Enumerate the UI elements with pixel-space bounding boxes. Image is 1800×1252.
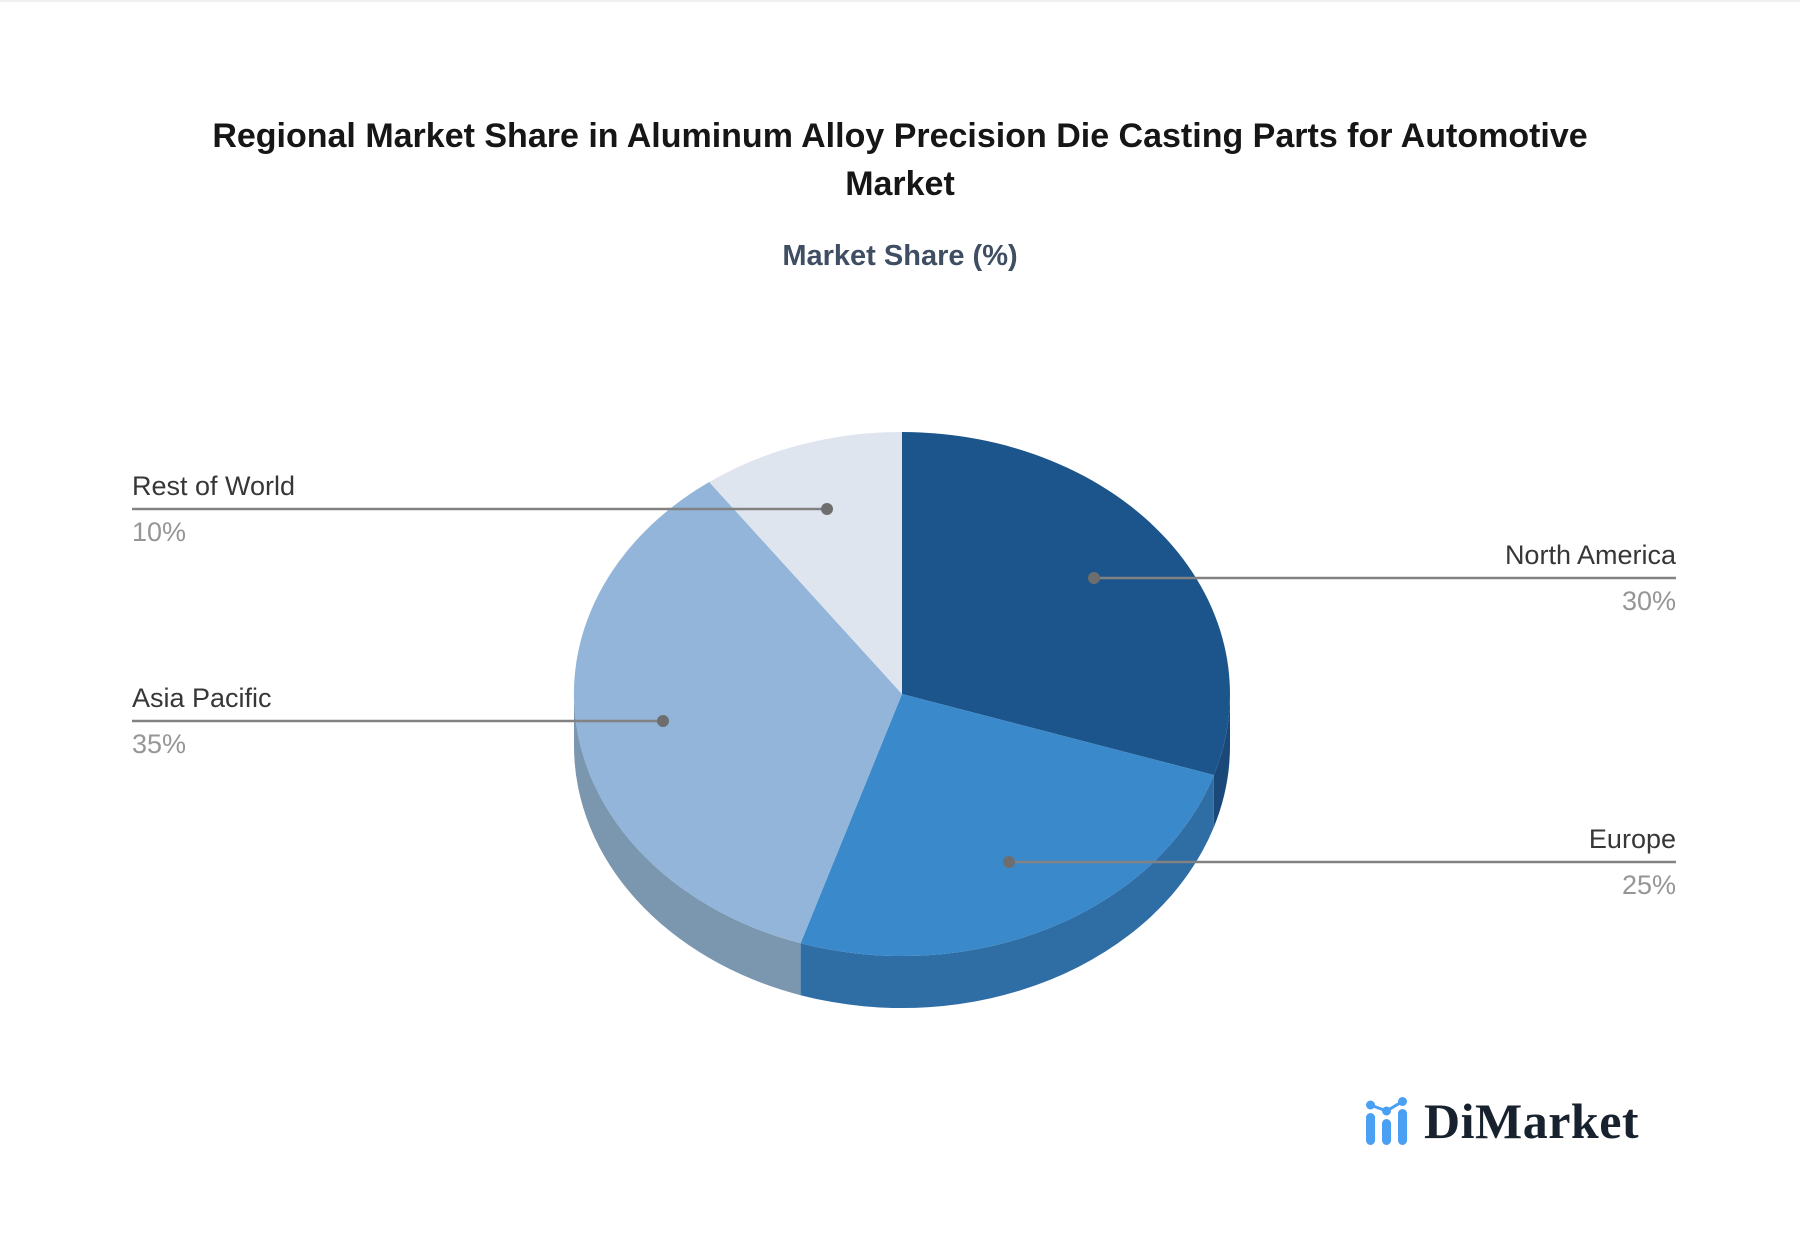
bar-chart-logo-icon xyxy=(1366,1097,1407,1145)
percent-europe: 25% xyxy=(1621,870,1676,900)
label-asia-pacific: Asia Pacific xyxy=(132,683,272,713)
chart-title-line-2: Market xyxy=(845,165,955,203)
label-europe: Europe xyxy=(1588,824,1676,854)
leader-dot-europe xyxy=(1003,856,1015,868)
label-rest-of-world: Rest of World xyxy=(132,471,296,501)
brand-logo: DiMarket xyxy=(1366,1096,1639,1146)
label-north-america: North America xyxy=(1504,540,1676,570)
percent-rest-of-world: 10% xyxy=(132,517,187,547)
chart-subtitle: Market Share (%) xyxy=(782,240,1018,272)
pie-slice-side xyxy=(800,775,1214,1009)
chart-title-line-1: Regional Market Share in Aluminum Alloy … xyxy=(212,117,1588,155)
pie-slice-top xyxy=(573,482,902,944)
percent-north-america: 30% xyxy=(1621,586,1676,616)
pie-slices xyxy=(573,432,1230,1009)
pie-slice-top xyxy=(709,432,902,694)
chart-title: Regional Market Share in Aluminum Alloy … xyxy=(0,112,1800,208)
pie-slice-side xyxy=(1213,694,1230,827)
brand-name: DiMarket xyxy=(1424,1093,1640,1149)
leader-dot-rest-of-world xyxy=(821,503,833,515)
leader-dot-north-america xyxy=(1088,572,1100,584)
pie-slice-side xyxy=(574,694,801,996)
leader-lines xyxy=(132,503,1676,868)
pie-slice-top xyxy=(800,694,1214,957)
percent-asia-pacific: 35% xyxy=(132,729,187,759)
page-top-border xyxy=(0,0,1800,2)
leader-dot-asia-pacific xyxy=(657,715,669,727)
pie-slice-top xyxy=(902,432,1230,775)
